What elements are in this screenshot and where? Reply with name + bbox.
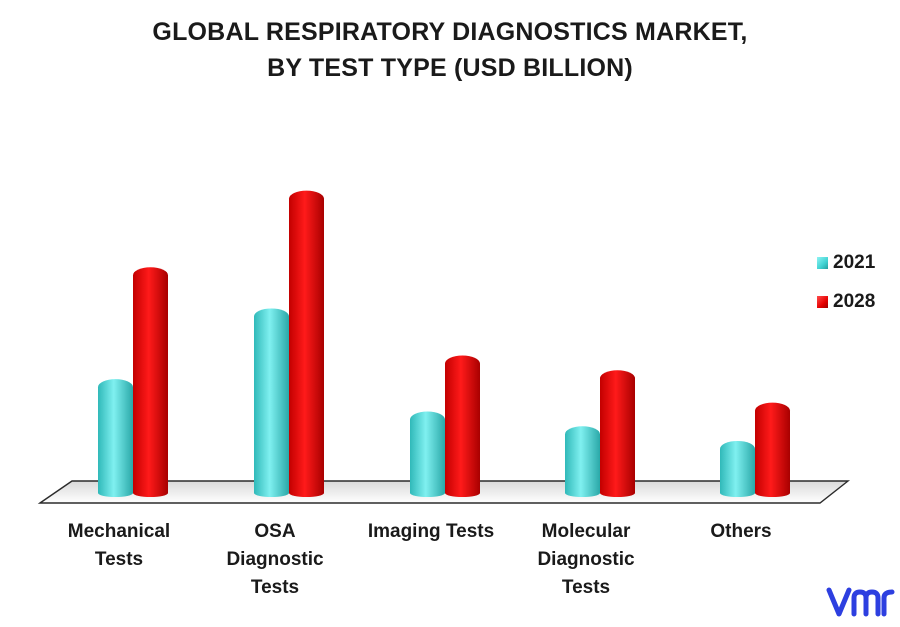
category-label-4: Others [710, 521, 772, 542]
category-label-1: OSA Diagnostic Tests [226, 521, 324, 598]
legend-swatch [817, 296, 828, 308]
bar-2021-2 [410, 411, 445, 497]
bar-2028-3 [600, 370, 635, 497]
legend-item-2028: 2028 [817, 290, 875, 314]
bar-2021-0 [98, 379, 133, 497]
category-label-0: Mechanical Tests [67, 521, 171, 570]
legend-label: 2021 [833, 252, 876, 273]
bar-2028-1 [289, 190, 324, 497]
vmr-logo-icon [826, 587, 895, 617]
bar-2028-4 [755, 402, 790, 497]
bar-2021-1 [254, 308, 289, 497]
bar-2021-4 [720, 440, 755, 497]
chart-title: GLOBAL RESPIRATORY DIAGNOSTICS MARKET, B… [152, 18, 748, 82]
bar-2028-0 [133, 267, 168, 497]
bar-2021-3 [565, 426, 600, 497]
bar-2028-2 [445, 355, 480, 497]
legend-label: 2028 [833, 291, 876, 312]
legend-swatch [817, 257, 828, 269]
category-label-3: Molecular Diagnostic Tests [537, 521, 635, 598]
category-label-2: Imaging Tests [367, 521, 495, 542]
legend-item-2021: 2021 [817, 251, 875, 275]
